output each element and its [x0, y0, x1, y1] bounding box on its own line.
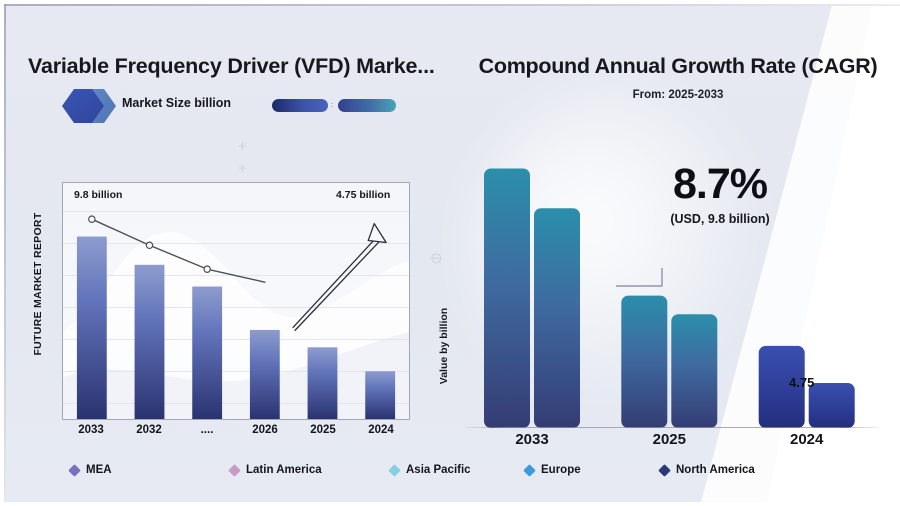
cagr-value: 8.7%	[672, 160, 768, 208]
legend-item[interactable]: MEA	[68, 463, 112, 477]
left-chart-bar	[249, 329, 280, 419]
legend-label: Asia Pacific	[406, 464, 471, 476]
left-chart-series	[76, 215, 396, 419]
left-chart-x-tick: 2032	[136, 424, 162, 436]
gridline	[63, 243, 409, 244]
legend-marker-icon	[228, 463, 241, 477]
right-chart-series	[484, 168, 855, 428]
background-left-border	[4, 4, 6, 502]
legend-marker-icon	[523, 463, 536, 477]
right-chart-bar	[534, 208, 580, 428]
right-chart-bar	[808, 383, 855, 428]
legend-swatch-primary	[272, 99, 328, 112]
legend-label: North America	[676, 464, 755, 476]
left-chart-x-tick: 2025	[310, 424, 336, 436]
left-chart-bar	[134, 264, 165, 419]
legend-item[interactable]: Latin America	[228, 463, 322, 477]
brand-row: Market Size billion :	[62, 88, 402, 126]
gridline	[63, 339, 409, 340]
left-chart-line-marker	[88, 215, 96, 223]
right-chart-x-axis-ticks: 2033 2025 2024	[466, 431, 878, 451]
hexagon-logo-icon	[62, 89, 116, 123]
left-chart-x-tick: 2033	[78, 424, 104, 436]
legend-marker-icon	[68, 463, 81, 477]
right-chart-data-label: 4.75	[789, 375, 815, 390]
legend-item[interactable]: North America	[658, 463, 755, 477]
right-chart-bar	[758, 345, 805, 428]
legend-label: Latin America	[246, 464, 322, 476]
brand-label: Market Size billion	[122, 96, 232, 110]
left-chart-x-tick: 2026	[252, 424, 278, 436]
left-chart-bar	[307, 347, 338, 419]
left-chart-annotation-end: 4.75 billion	[336, 189, 391, 201]
left-chart-x-axis-ticks: 2033 2032.... 2026 2025 2024	[62, 424, 410, 442]
right-panel-subtitle: From: 2025-2033	[632, 89, 724, 101]
gridline	[63, 403, 409, 404]
left-panel-title: Variable Frequency Driver (VFD) Marke...	[28, 54, 435, 78]
right-chart-bracket-decoration	[616, 268, 663, 287]
left-chart-bar	[192, 286, 223, 419]
gridline	[63, 371, 409, 372]
legend-marker-icon	[388, 463, 401, 477]
right-chart-x-tick: 2025	[652, 431, 686, 448]
legend-item[interactable]: Europe	[523, 463, 581, 477]
cagr-note: (USD, 9.8 billion)	[670, 212, 770, 226]
gridline	[63, 211, 409, 212]
left-chart-annotation-start: 9.8 billion	[74, 189, 123, 201]
right-chart-plot-area	[466, 140, 878, 428]
left-chart-plot-area	[62, 182, 410, 420]
background-top-border	[4, 4, 900, 6]
legend-swatch-secondary	[338, 99, 396, 112]
legend-marker-icon	[658, 463, 671, 477]
right-chart-bar	[671, 314, 718, 428]
right-chart-bar	[484, 168, 530, 428]
left-chart-x-tick: ....	[200, 424, 214, 436]
left-chart-line-marker	[203, 265, 211, 273]
gridline	[63, 307, 409, 308]
swatch-separator: :	[331, 102, 333, 109]
left-chart-bar	[365, 371, 396, 419]
legend-label: MEA	[86, 464, 112, 476]
right-chart-bar	[621, 295, 668, 428]
left-chart-x-tick: 2024	[368, 424, 394, 436]
left-chart-bar	[76, 236, 107, 419]
right-chart-y-axis-label: Value by billion	[438, 307, 450, 385]
right-chart-x-tick: 2024	[790, 431, 824, 448]
chart-legend: MEA Latin America Asia Pacific Europe North …	[68, 463, 810, 486]
left-chart-y-axis-label: FUTURE MARKET REPORT	[32, 212, 44, 356]
legend-label: Europe	[541, 464, 581, 476]
right-chart-x-tick: 2033	[515, 431, 549, 448]
right-chart-baseline	[466, 427, 878, 428]
legend-item[interactable]: Asia Pacific	[388, 463, 471, 477]
right-panel-title: Compound Annual Growth Rate (CAGR)	[478, 54, 878, 78]
left-chart-line-marker	[145, 241, 154, 250]
